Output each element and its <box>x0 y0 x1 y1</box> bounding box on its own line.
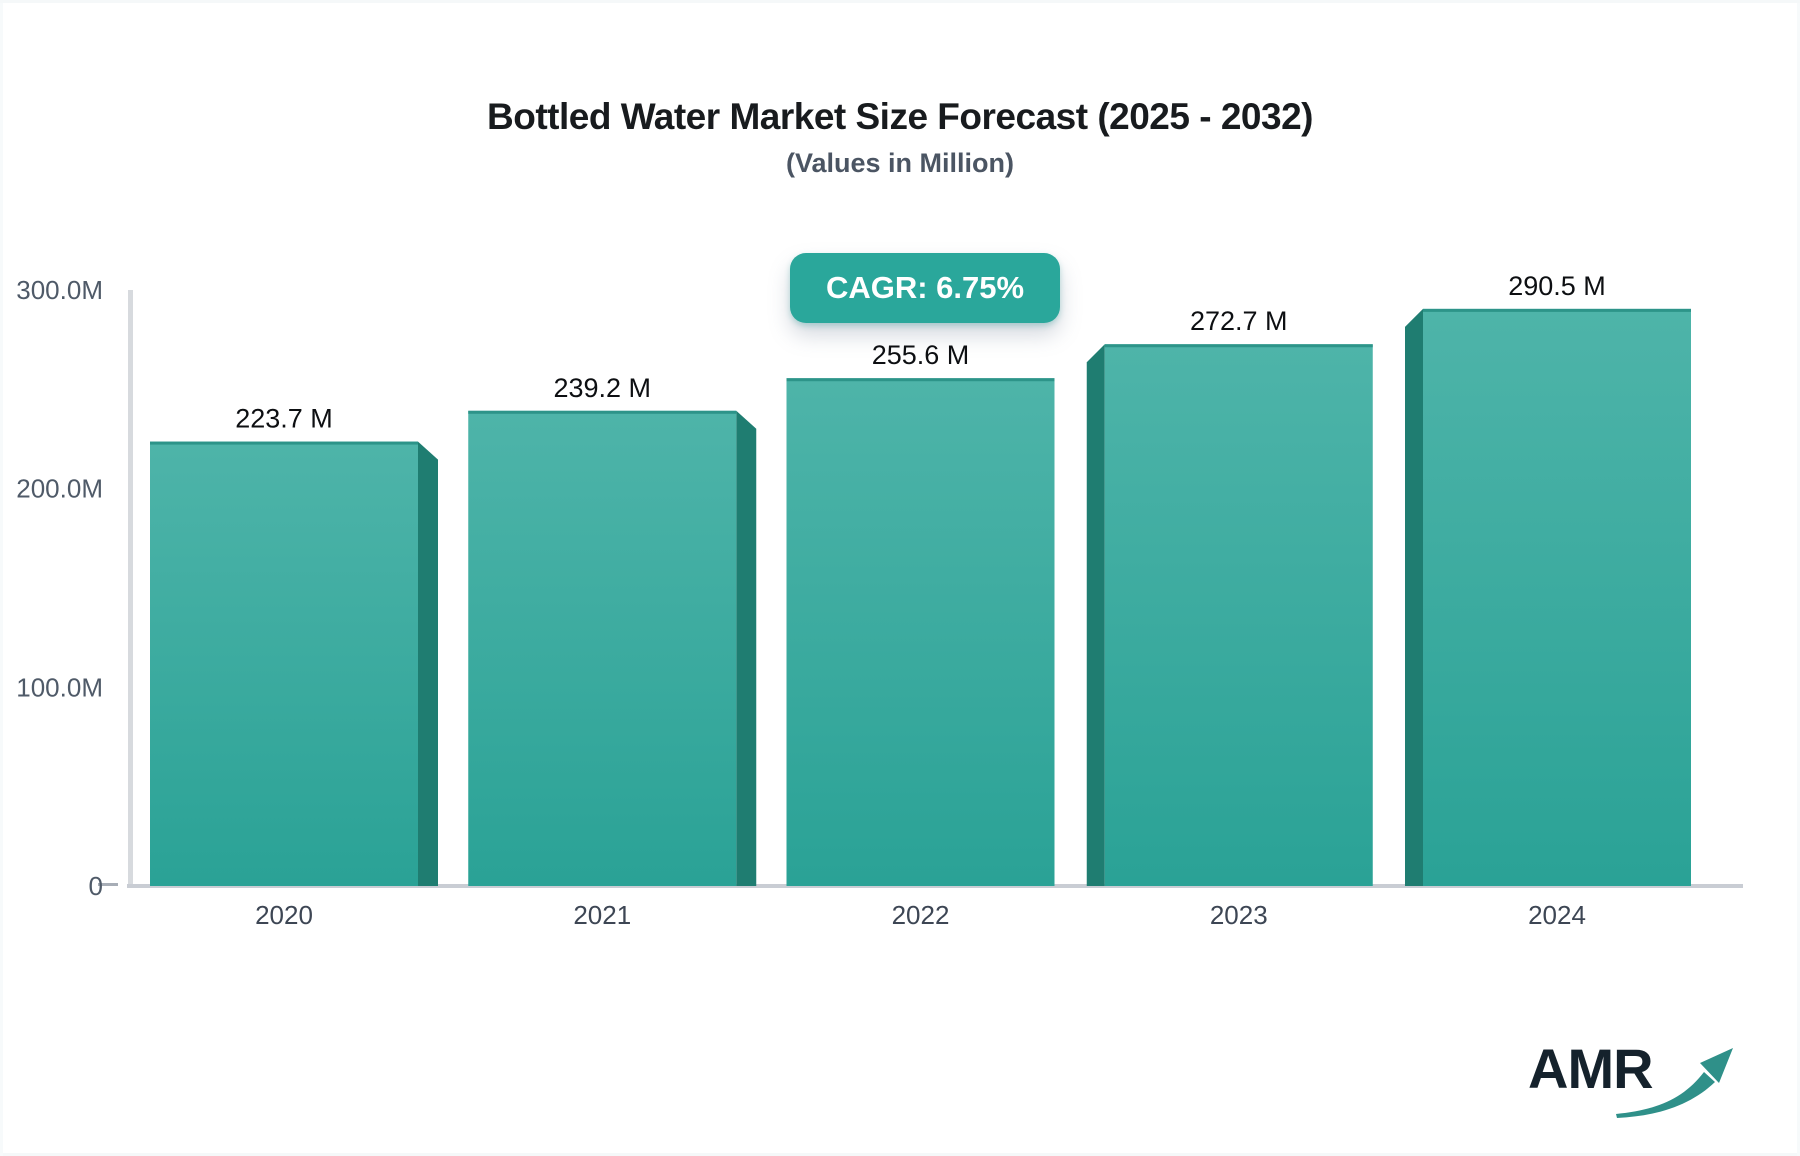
bar-front <box>150 441 418 886</box>
bar-front <box>1104 344 1373 887</box>
bar-side-face <box>1086 344 1105 887</box>
y-tick-label: 100.0M <box>16 672 103 702</box>
x-tick-label: 2023 <box>1210 900 1268 930</box>
bar-value-label: 239.2 M <box>553 373 651 403</box>
x-tick-label: 2021 <box>573 900 631 930</box>
bar-value-label: 272.7 M <box>1190 306 1288 336</box>
bar-top-edge <box>150 441 418 445</box>
amr-logo-arrow-icon <box>1616 1048 1733 1118</box>
chart-subtitle: (Values in Million) <box>785 148 1015 178</box>
y-tick-label: 300.0M <box>16 275 103 305</box>
cagr-badge-label: CAGR: 6.75% <box>825 270 1025 305</box>
y-tick-label: 200.0M <box>16 474 103 504</box>
chart-title: Bottled Water Market Size Forecast (2025… <box>487 96 1313 137</box>
y-tick-label: 0 <box>89 871 103 901</box>
bar-top-edge <box>1104 344 1373 348</box>
amr-logo-text: AMR <box>1528 1037 1654 1100</box>
bar-front <box>468 410 737 886</box>
bar-side-face <box>1405 308 1423 887</box>
bar-side-face <box>736 410 757 886</box>
bar-top-edge <box>468 410 737 414</box>
cagr-badge: CAGR: 6.75% <box>790 253 1060 323</box>
zero-tick <box>98 883 118 886</box>
x-tick-label: 2022 <box>892 900 950 930</box>
bar-value-label: 223.7 M <box>235 404 333 434</box>
bar-front <box>786 378 1055 886</box>
y-axis-line <box>128 290 133 888</box>
bar-side-face <box>418 441 438 886</box>
bar-value-label: 255.6 M <box>872 340 970 370</box>
bar-value-label: 290.5 M <box>1508 271 1606 301</box>
bar-top-edge <box>1423 308 1691 312</box>
bar-top-edge <box>786 378 1055 382</box>
bar-front <box>1423 308 1691 887</box>
x-tick-label: 2024 <box>1528 900 1586 930</box>
x-tick-label: 2020 <box>255 900 313 930</box>
amr-logo: AMR <box>1528 1036 1758 1131</box>
